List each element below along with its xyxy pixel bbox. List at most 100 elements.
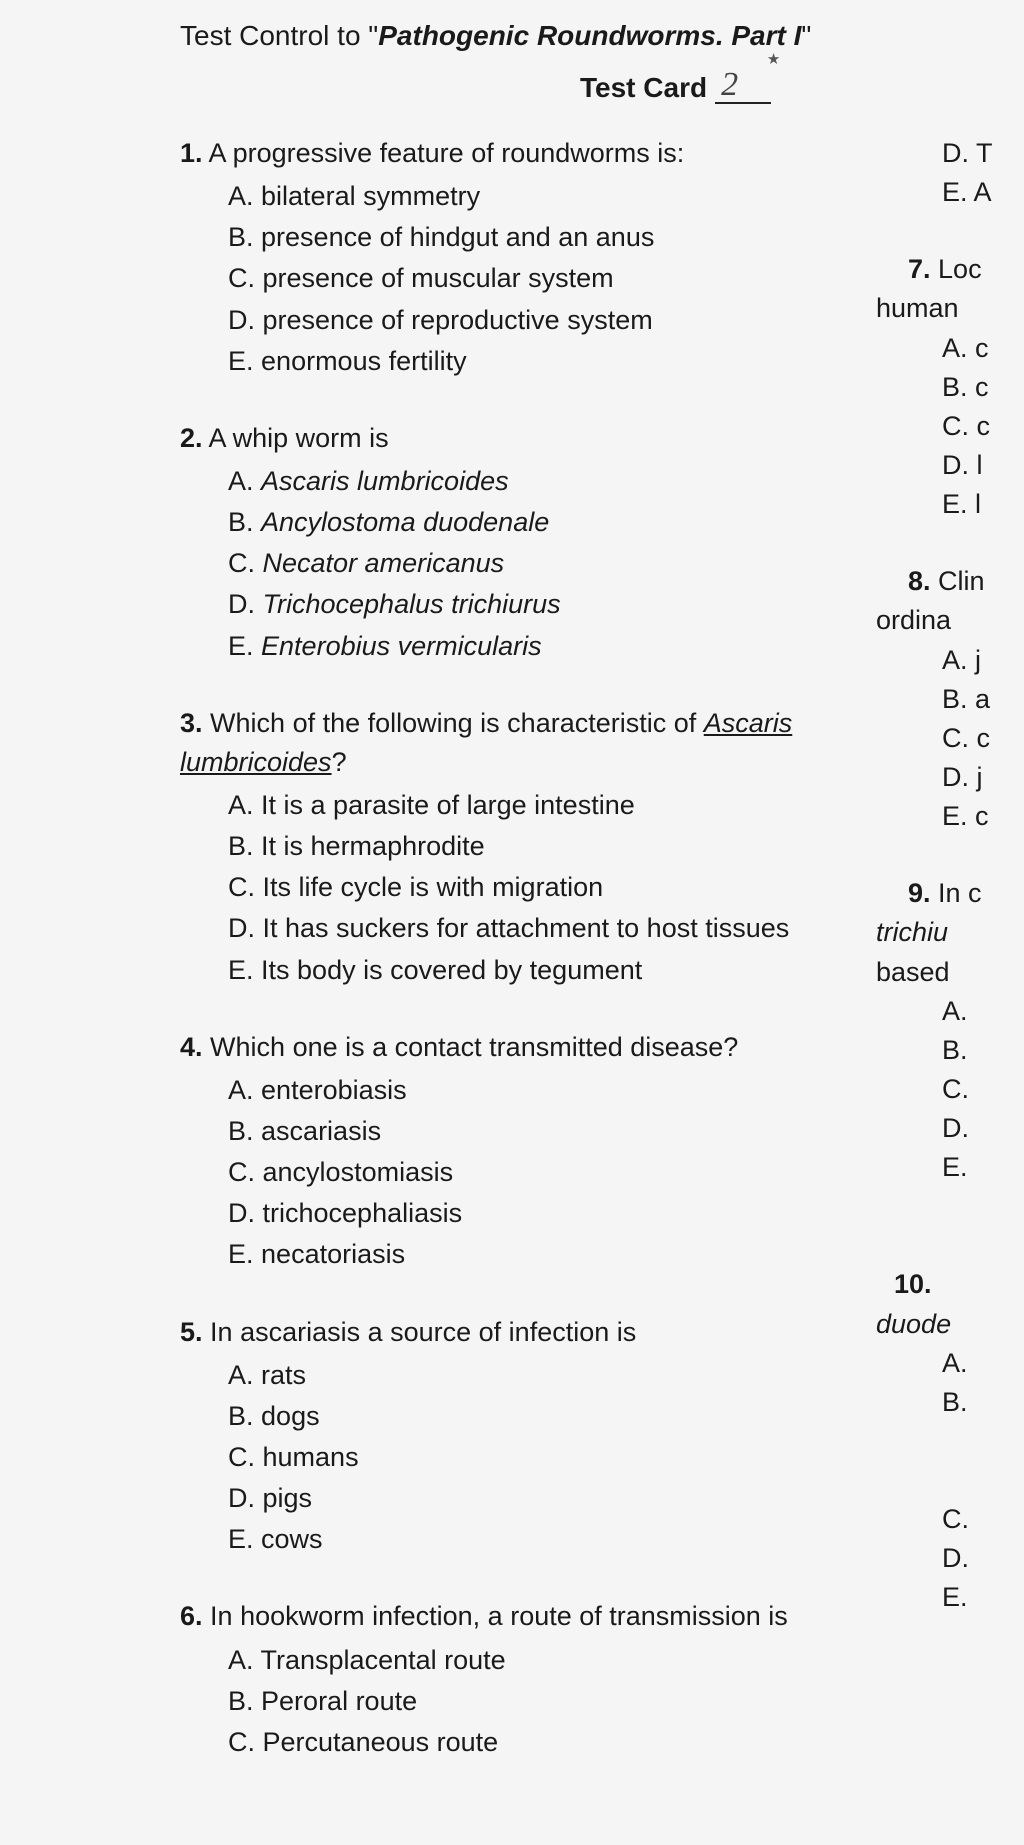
spacer	[942, 1187, 1020, 1265]
q3-opt-e: E. Its body is covered by tegument	[228, 951, 820, 990]
q4-text: Which one is a contact transmitted disea…	[210, 1032, 738, 1062]
question-1: 1. A progressive feature of roundworms i…	[180, 134, 820, 381]
frag-q9-italic: trichiu	[876, 913, 1020, 952]
frag-q7-e: E. l	[942, 485, 1020, 524]
title-italic: Pathogenic Roundworms. Part I	[378, 20, 801, 51]
question-3: 3. Which of the following is characteris…	[180, 704, 820, 990]
frag-q10-num: 10.	[894, 1265, 1020, 1304]
frag-q8-stem: 8. Clin	[908, 562, 1020, 601]
q3-opt-c: C. Its life cycle is with migration	[228, 868, 820, 907]
q5-text: In ascariasis a source of infection is	[210, 1317, 636, 1347]
question-2: 2. A whip worm is A. Ascaris lumbricoide…	[180, 419, 820, 666]
frag-q8-c: C. c	[942, 719, 1020, 758]
q5-opt-d: D. pigs	[228, 1479, 820, 1518]
frag-q10-d: D.	[942, 1539, 1020, 1578]
q1-opt-c: C. presence of muscular system	[228, 259, 820, 298]
q6-num: 6.	[180, 1601, 203, 1631]
q6-opt-a: A. Transplacental route	[228, 1641, 820, 1680]
q2-num: 2.	[180, 423, 203, 453]
q4-stem: 4. Which one is a contact transmitted di…	[180, 1028, 820, 1067]
frag-q9-b: B.	[942, 1031, 1020, 1070]
frag-q7-d: D. l	[942, 446, 1020, 485]
q1-opt-d: D. presence of reproductive system	[228, 301, 820, 340]
q5-opt-e: E. cows	[228, 1520, 820, 1559]
q4-opt-e: E. necatoriasis	[228, 1235, 820, 1274]
q5-opt-a: A. rats	[228, 1356, 820, 1395]
frag-q8-e: E. c	[942, 797, 1020, 836]
q2-stem: 2. A whip worm is	[180, 419, 820, 458]
q4-opt-b: B. ascariasis	[228, 1112, 820, 1151]
q6-options: A. Transplacental route B. Peroral route…	[228, 1641, 820, 1762]
q5-num: 5.	[180, 1317, 203, 1347]
question-4: 4. Which one is a contact transmitted di…	[180, 1028, 820, 1275]
frag-q10-b: B.	[942, 1383, 1020, 1422]
frag-q10-italic: duode	[876, 1305, 1020, 1344]
q1-stem: 1. A progressive feature of roundworms i…	[180, 134, 820, 173]
frag-q9-d: D.	[942, 1109, 1020, 1148]
tick-mark: ٭	[768, 46, 779, 71]
title-prefix: Test Control to "	[180, 20, 378, 51]
q3-opt-b: B. It is hermaphrodite	[228, 827, 820, 866]
frag-q10-c: C.	[942, 1500, 1020, 1539]
q1-opt-b: B. presence of hindgut and an anus	[228, 218, 820, 257]
page-title: Test Control to "Pathogenic Roundworms. …	[180, 20, 1024, 52]
q2-opt-c: C. Necator americanus	[228, 544, 820, 583]
q2-opt-e: E. Enterobius vermicularis	[228, 627, 820, 666]
q3-options: A. It is a parasite of large intestine B…	[228, 786, 820, 990]
q2-opt-b: B. Ancylostoma duodenale	[228, 503, 820, 542]
frag-q9-stem: 9. In c	[908, 874, 1020, 913]
frag-q9-c: C.	[942, 1070, 1020, 1109]
q1-options: A. bilateral symmetry B. presence of hin…	[228, 177, 820, 381]
q3-after: ?	[332, 747, 347, 777]
q2-text: A whip worm is	[209, 423, 389, 453]
q6-text: In hookworm infection, a route of transm…	[210, 1601, 788, 1631]
q4-opt-d: D. trichocephaliasis	[228, 1194, 820, 1233]
q1-text: A progressive feature of roundworms is:	[209, 138, 685, 168]
frag-q7-c: C. c	[942, 407, 1020, 446]
q3-opt-d: D. It has suckers for attachment to host…	[228, 909, 820, 948]
frag-q8-d: D. j	[942, 758, 1020, 797]
q2-opt-a: A. Ascaris lumbricoides	[228, 462, 820, 501]
frag-q9-e: E.	[942, 1148, 1020, 1187]
frag-q6-e: E. A	[942, 173, 1020, 212]
spacer	[942, 212, 1020, 250]
q5-opt-b: B. dogs	[228, 1397, 820, 1436]
test-card-line: Test Card 2 ٭	[580, 70, 1024, 104]
q5-stem: 5. In ascariasis a source of infection i…	[180, 1313, 820, 1352]
q4-opt-c: C. ancylostomiasis	[228, 1153, 820, 1192]
frag-q9-line3: based	[876, 953, 1020, 992]
frag-q8-line2: ordina	[876, 601, 1020, 640]
q4-opt-a: A. enterobiasis	[228, 1071, 820, 1110]
q3-opt-a: A. It is a parasite of large intestine	[228, 786, 820, 825]
question-6: 6. In hookworm infection, a route of tra…	[180, 1597, 820, 1762]
content-columns: 1. A progressive feature of roundworms i…	[180, 134, 1024, 1764]
q5-opt-c: C. humans	[228, 1438, 820, 1477]
spacer	[942, 524, 1020, 562]
q3-before: Which of the following is characteristic…	[210, 708, 704, 738]
q6-stem: 6. In hookworm infection, a route of tra…	[180, 1597, 820, 1636]
q2-opt-d: D. Trichocephalus trichiurus	[228, 585, 820, 624]
frag-q9-a: A.	[942, 992, 1020, 1031]
frag-q10-a: A.	[942, 1344, 1020, 1383]
title-suffix: "	[801, 20, 811, 51]
spacer	[942, 836, 1020, 874]
right-column: D. T E. A 7. Loc human A. c B. c C. c D.…	[820, 134, 1020, 1764]
left-column: 1. A progressive feature of roundworms i…	[180, 134, 820, 1764]
frag-q8-b: B. a	[942, 680, 1020, 719]
q1-opt-e: E. enormous fertility	[228, 342, 820, 381]
handwritten-number: 2	[721, 66, 738, 104]
question-5: 5. In ascariasis a source of infection i…	[180, 1313, 820, 1560]
frag-q6-d: D. T	[942, 134, 1020, 173]
frag-q7-line2: human	[876, 289, 1020, 328]
frag-q7-a: A. c	[942, 329, 1020, 368]
spacer	[942, 1422, 1020, 1500]
q3-stem: 3. Which of the following is characteris…	[180, 704, 820, 782]
q1-opt-a: A. bilateral symmetry	[228, 177, 820, 216]
frag-q10-e: E.	[942, 1578, 1020, 1617]
q5-options: A. rats B. dogs C. humans D. pigs E. cow…	[228, 1356, 820, 1560]
q6-opt-b: B. Peroral route	[228, 1682, 820, 1721]
frag-q8-a: A. j	[942, 641, 1020, 680]
q4-num: 4.	[180, 1032, 203, 1062]
test-card-label: Test Card	[580, 72, 707, 104]
frag-q7-b: B. c	[942, 368, 1020, 407]
